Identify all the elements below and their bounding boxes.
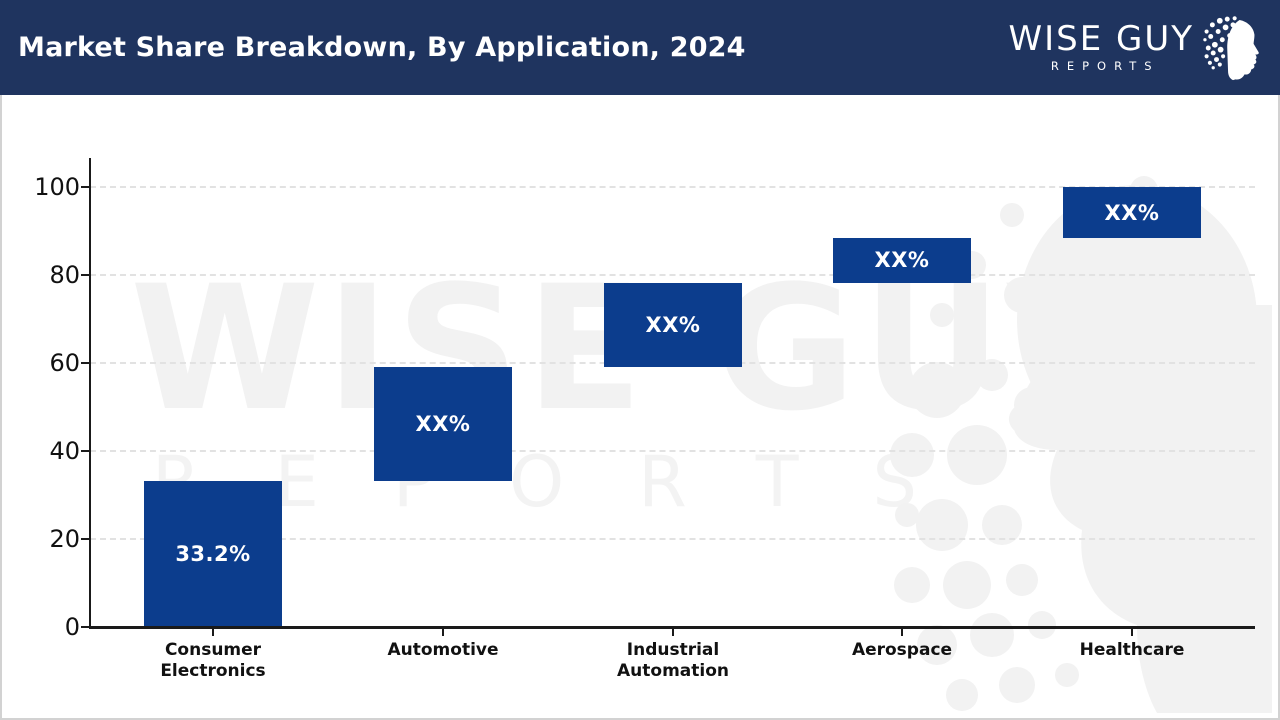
brand-logo-text: WISE GUY REPORTS xyxy=(1008,22,1194,73)
watermark-face-icon xyxy=(890,176,1272,713)
brand-name: WISE GUY xyxy=(1008,19,1194,59)
x-tick-label-industrial-automation: Industrial Automation xyxy=(617,640,729,681)
y-tick-label-100: 100 xyxy=(34,173,80,201)
brand-logo: WISE GUY REPORTS xyxy=(1008,10,1266,86)
y-tick-mark xyxy=(81,362,90,364)
bar-value-label: XX% xyxy=(1104,200,1160,225)
bar-industrial-automation: XX% xyxy=(604,282,742,368)
x-tick-mark xyxy=(901,629,903,636)
y-tick-mark xyxy=(81,450,90,452)
y-tick-label-40: 40 xyxy=(49,437,80,465)
x-tick-label-automotive: Automotive xyxy=(387,640,499,660)
y-tick-mark xyxy=(81,538,90,540)
gridline-20 xyxy=(90,538,1255,540)
bar-automotive: XX% xyxy=(374,367,512,481)
x-tick-mark xyxy=(672,629,674,636)
bar-value-label: XX% xyxy=(874,248,930,273)
bar-aerospace: XX% xyxy=(833,238,971,283)
header-bar: Market Share Breakdown, By Application, … xyxy=(0,0,1280,95)
x-tick-label-aerospace: Aerospace xyxy=(851,640,953,660)
y-tick-label-20: 20 xyxy=(49,525,80,553)
y-axis-line xyxy=(89,158,91,629)
x-tick-mark xyxy=(442,629,444,636)
bar-value-label: XX% xyxy=(415,412,471,437)
gridline-80 xyxy=(90,274,1255,276)
gridline-40 xyxy=(90,450,1255,452)
y-tick-mark xyxy=(81,186,90,188)
y-tick-mark xyxy=(81,626,90,628)
bar-healthcare: XX% xyxy=(1063,187,1201,239)
brand-face-icon xyxy=(1203,15,1259,80)
chart-canvas: WISE GUY REPORTS 0 20 40 60 80 100 33.2% XX% XX%… xyxy=(0,95,1280,720)
y-tick-label-80: 80 xyxy=(49,261,80,289)
page-title: Market Share Breakdown, By Application, … xyxy=(18,32,746,63)
x-tick-label-healthcare: Healthcare xyxy=(1079,640,1185,660)
gridline-100 xyxy=(90,186,1255,188)
bar-value-label: XX% xyxy=(645,313,701,338)
y-tick-mark xyxy=(81,274,90,276)
brand-subtitle: REPORTS xyxy=(1050,59,1160,73)
y-tick-label-0: 0 xyxy=(64,613,80,641)
bar-value-label: 33.2% xyxy=(175,541,251,566)
x-tick-mark xyxy=(212,629,214,636)
x-axis-line xyxy=(89,626,1255,629)
bar-consumer-electronics: 33.2% xyxy=(144,480,282,627)
x-tick-mark xyxy=(1131,629,1133,636)
y-tick-label-60: 60 xyxy=(49,349,80,377)
x-tick-label-consumer-electronics: Consumer Electronics xyxy=(160,640,266,681)
